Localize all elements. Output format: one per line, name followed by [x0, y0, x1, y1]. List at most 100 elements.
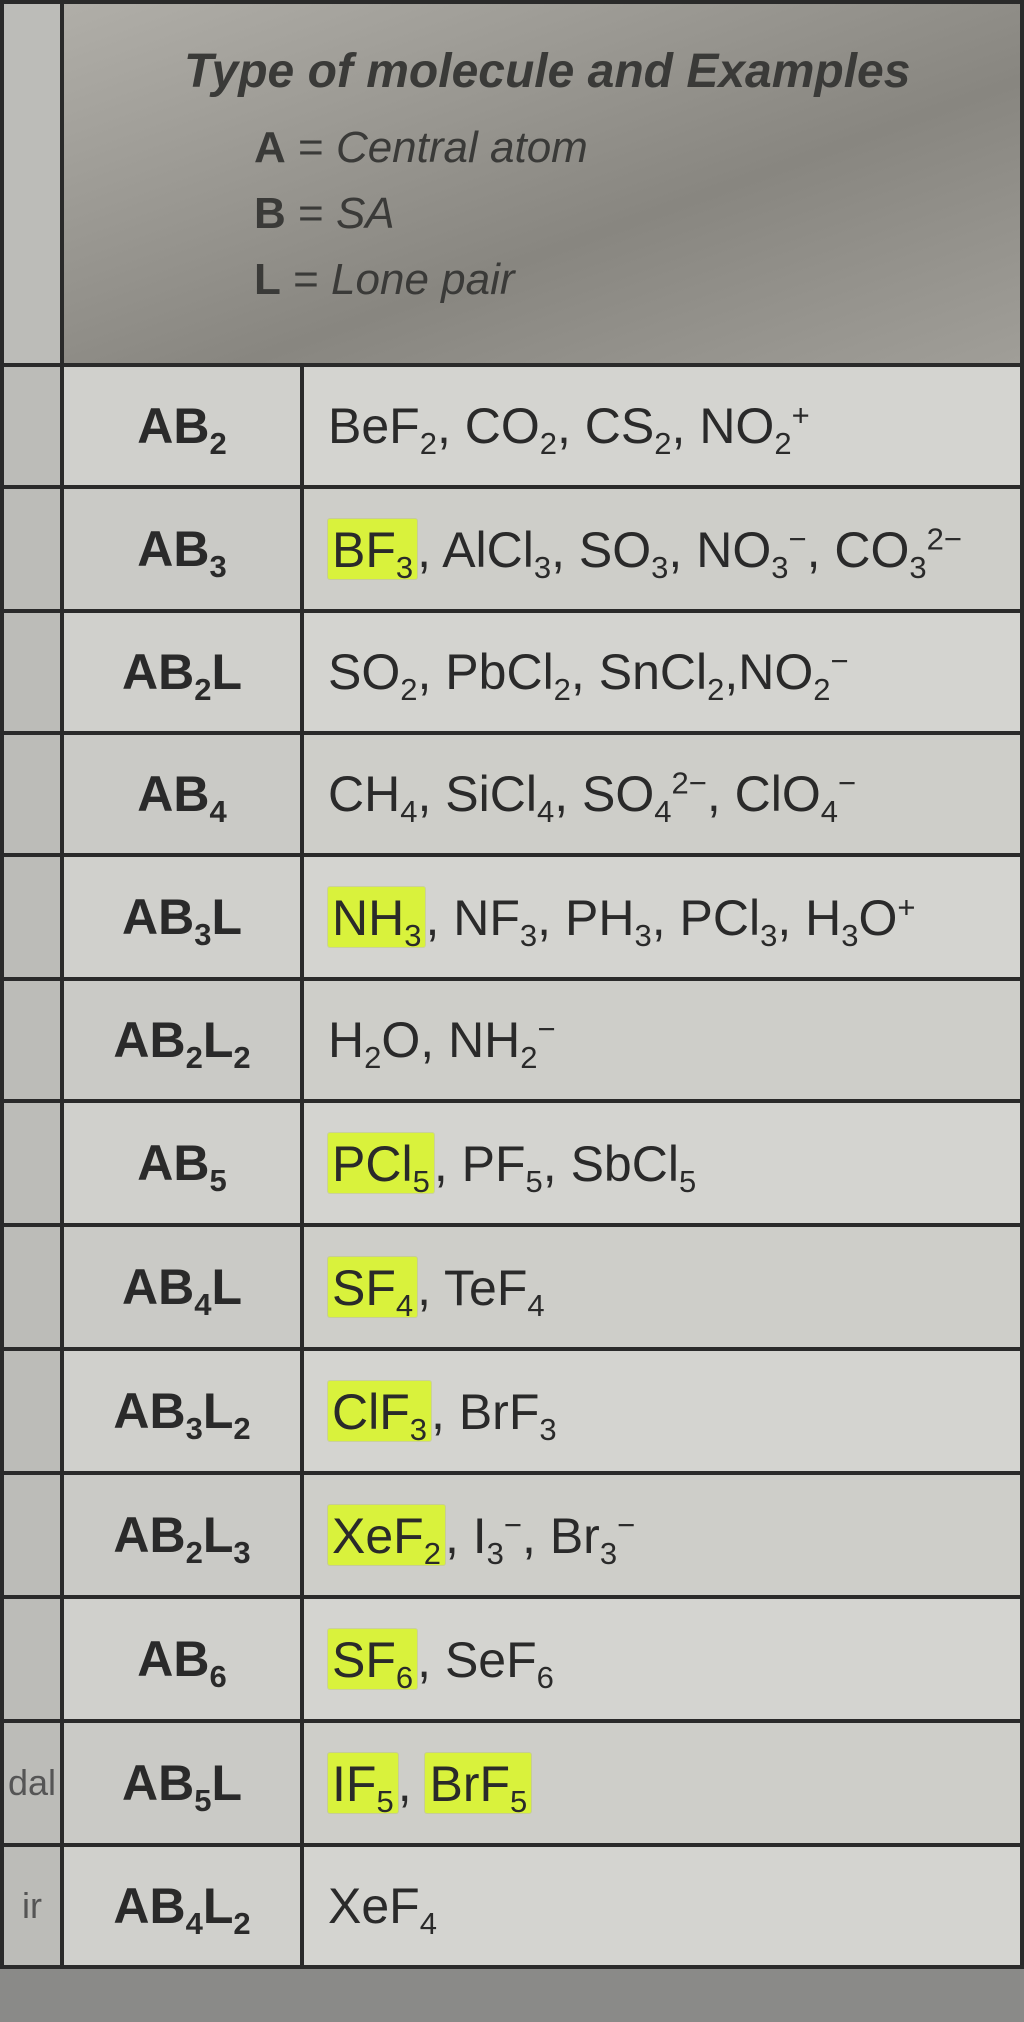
left-stub — [2, 1597, 62, 1721]
table-row: AB3BF3, AlCl3, SO3, NO3−, CO32− — [2, 487, 1022, 611]
formula: CH4 — [328, 766, 417, 822]
table-body: AB2BeF2, CO2, CS2, NO2+AB3BF3, AlCl3, SO… — [2, 365, 1022, 1967]
molecule-table: Type of molecule and Examples A = Centra… — [0, 0, 1024, 1969]
formula: AlCl3 — [442, 522, 551, 578]
examples-cell: ClF3, BrF3 — [302, 1349, 1022, 1473]
examples-cell: SO2, PbCl2, SnCl2,NO2− — [302, 611, 1022, 733]
table-row: AB2L3XeF2, I3−, Br3− — [2, 1473, 1022, 1597]
type-cell: AB2L — [62, 611, 302, 733]
table-row: AB2BeF2, CO2, CS2, NO2+ — [2, 365, 1022, 487]
table-row: AB2L2H2O, NH2− — [2, 979, 1022, 1101]
formula: SiCl4 — [445, 766, 554, 822]
legend-a-label: A — [254, 123, 286, 172]
formula: NH2− — [448, 1012, 556, 1068]
formula: BeF2 — [328, 398, 437, 454]
formula: SbCl5 — [571, 1136, 697, 1192]
type-cell: AB6 — [62, 1597, 302, 1721]
examples-cell: IF5, BrF5 — [302, 1721, 1022, 1845]
left-stub — [2, 487, 62, 611]
examples-cell: SF4, TeF4 — [302, 1225, 1022, 1349]
examples-cell: BeF2, CO2, CS2, NO2+ — [302, 365, 1022, 487]
formula: Br3− — [550, 1508, 635, 1564]
left-stub — [2, 979, 62, 1101]
table-row: AB4LSF4, TeF4 — [2, 1225, 1022, 1349]
type-cell: AB4 — [62, 733, 302, 855]
header-line-a: A = Central atom — [254, 115, 980, 181]
table-row: AB6SF6, SeF6 — [2, 1597, 1022, 1721]
examples-cell: CH4, SiCl4, SO42−, ClO4− — [302, 733, 1022, 855]
formula: SnCl2 — [599, 644, 725, 700]
highlighted-formula: BF3 — [328, 519, 417, 579]
type-cell: AB5 — [62, 1101, 302, 1225]
formula: SO42− — [582, 766, 707, 822]
highlighted-formula: ClF3 — [328, 1381, 431, 1441]
table-header: Type of molecule and Examples A = Centra… — [62, 2, 1022, 365]
left-stub — [2, 365, 62, 487]
type-cell: AB4L — [62, 1225, 302, 1349]
highlighted-formula: PCl5 — [328, 1133, 434, 1193]
page-container: Type of molecule and Examples A = Centra… — [0, 0, 1024, 1969]
table-row: AB4CH4, SiCl4, SO42−, ClO4− — [2, 733, 1022, 855]
formula: NO2− — [738, 644, 848, 700]
table-row: AB3LNH3, NF3, PH3, PCl3, H3O+ — [2, 855, 1022, 979]
header-line-l: L = Lone pair — [254, 247, 980, 313]
left-stub: ir — [2, 1845, 62, 1967]
table-row: dalAB5LIF5, BrF5 — [2, 1721, 1022, 1845]
highlighted-formula: SF4 — [328, 1257, 417, 1317]
formula: TeF4 — [444, 1260, 545, 1316]
formula: PH3 — [565, 890, 652, 946]
formula: H3O+ — [805, 890, 915, 946]
examples-cell: XeF4 — [302, 1845, 1022, 1967]
formula: NO3− — [696, 522, 806, 578]
legend-l-text: Lone pair — [331, 255, 514, 304]
formula: PCl3 — [679, 890, 777, 946]
type-cell: AB5L — [62, 1721, 302, 1845]
left-stub — [2, 611, 62, 733]
type-cell: AB3L2 — [62, 1349, 302, 1473]
formula: I3− — [473, 1508, 522, 1564]
formula: CO2 — [465, 398, 557, 454]
examples-cell: SF6, SeF6 — [302, 1597, 1022, 1721]
table-row: AB3L2ClF3, BrF3 — [2, 1349, 1022, 1473]
examples-cell: H2O, NH2− — [302, 979, 1022, 1101]
formula: ClO4− — [735, 766, 856, 822]
highlighted-formula: XeF2 — [328, 1505, 445, 1565]
formula: NF3 — [453, 890, 537, 946]
left-stub: dal — [2, 1721, 62, 1845]
examples-cell: PCl5, PF5, SbCl5 — [302, 1101, 1022, 1225]
header-line-b: B = SA — [254, 181, 980, 247]
formula: SO2 — [328, 644, 418, 700]
left-stub — [2, 855, 62, 979]
header-row: Type of molecule and Examples A = Centra… — [2, 2, 1022, 365]
formula: NO2+ — [699, 398, 809, 454]
formula: BrF3 — [459, 1384, 557, 1440]
highlighted-formula: SF6 — [328, 1629, 417, 1689]
formula: XeF4 — [328, 1878, 437, 1934]
type-cell: AB2 — [62, 365, 302, 487]
formula: CS2 — [585, 398, 672, 454]
examples-cell: XeF2, I3−, Br3− — [302, 1473, 1022, 1597]
table-row: AB2LSO2, PbCl2, SnCl2,NO2− — [2, 611, 1022, 733]
type-cell: AB3L — [62, 855, 302, 979]
formula: CO32− — [834, 522, 962, 578]
table-row: AB5PCl5, PF5, SbCl5 — [2, 1101, 1022, 1225]
highlighted-formula: NH3 — [328, 887, 425, 947]
type-cell: AB2L2 — [62, 979, 302, 1101]
formula: SeF6 — [445, 1632, 554, 1688]
highlighted-formula: BrF5 — [425, 1753, 531, 1813]
legend-b-text: SA — [336, 189, 395, 238]
table-row: irAB4L2 XeF4 — [2, 1845, 1022, 1967]
left-stub — [2, 1473, 62, 1597]
formula: PF5 — [462, 1136, 543, 1192]
legend-a-text: Central atom — [336, 123, 588, 172]
legend-b-label: B — [254, 189, 286, 238]
examples-cell: NH3, NF3, PH3, PCl3, H3O+ — [302, 855, 1022, 979]
formula: H2O — [328, 1012, 420, 1068]
legend-l-label: L — [254, 255, 281, 304]
type-cell: AB3 — [62, 487, 302, 611]
formula: SO3 — [579, 522, 669, 578]
formula: PbCl2 — [445, 644, 571, 700]
type-cell: AB4L2 — [62, 1845, 302, 1967]
left-stub-header — [2, 2, 62, 365]
left-stub — [2, 733, 62, 855]
